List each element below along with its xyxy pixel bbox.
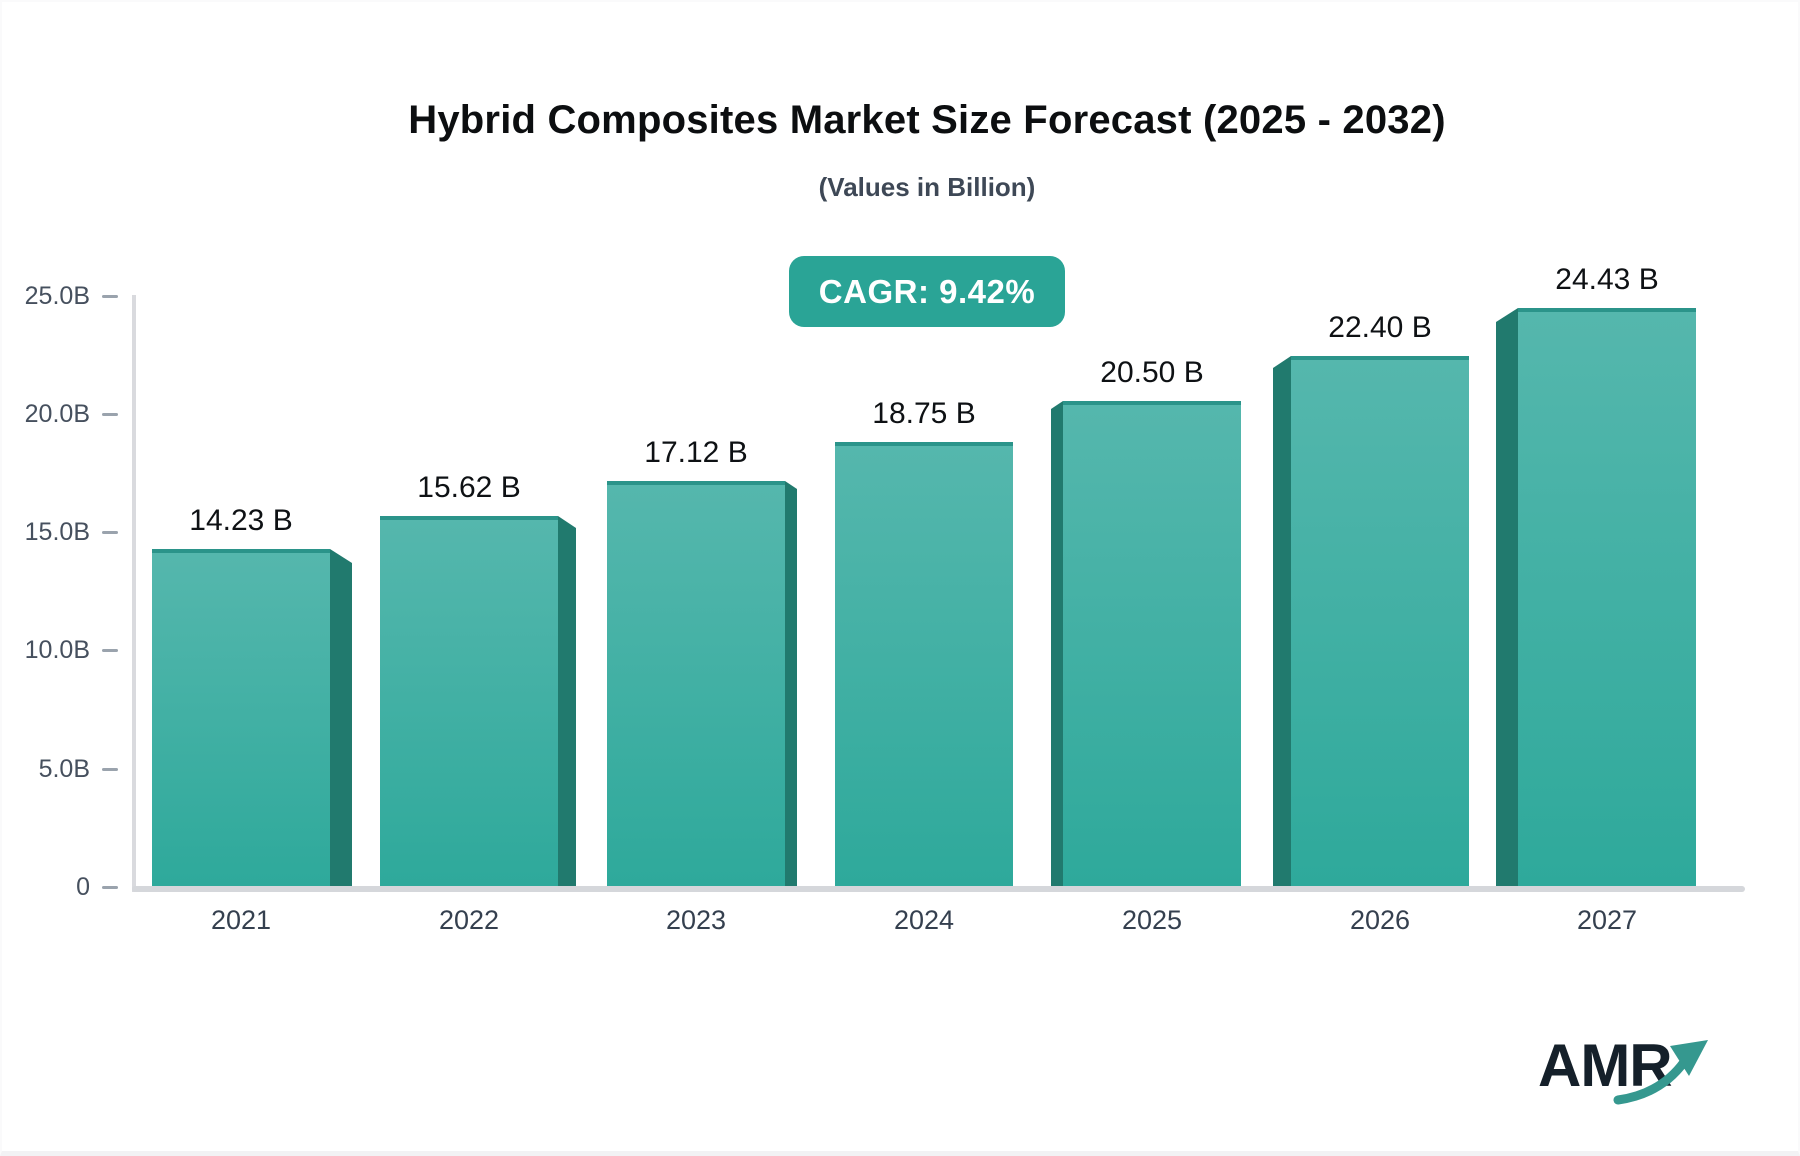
y-axis-tick-label: 0	[76, 873, 90, 901]
y-axis-line	[132, 295, 136, 892]
y-axis-tick-dash	[102, 294, 118, 298]
bar-front	[835, 442, 1013, 886]
amr-logo: AMR	[1538, 1036, 1738, 1116]
x-axis-label: 2021	[210, 905, 272, 935]
y-axis-tick-dash	[102, 412, 118, 416]
bar-value-label: 20.50 B	[1100, 356, 1204, 389]
bar-front	[1063, 401, 1241, 886]
bar-side	[1273, 356, 1291, 886]
bar-value-label: 22.40 B	[1328, 311, 1432, 344]
y-axis-tick-dash	[102, 767, 118, 771]
chart-subtitle: (Values in Billion)	[818, 172, 1036, 202]
y-axis-tick-dash	[102, 649, 118, 653]
x-axis-label: 2025	[1121, 905, 1183, 935]
bar-side	[330, 549, 352, 886]
bar-value-label: 24.43 B	[1555, 263, 1659, 296]
bar-front	[1291, 356, 1469, 886]
bar-front	[152, 549, 330, 886]
cagr-badge: CAGR: 9.42%	[789, 256, 1065, 327]
y-axis-tick-label: 20.0B	[24, 399, 90, 428]
y-axis-tick-label: 15.0B	[24, 518, 90, 547]
bar-value-label: 17.12 B	[644, 436, 748, 469]
x-axis-label: 2026	[1349, 905, 1411, 935]
y-axis-tick-label: 25.0B	[24, 281, 90, 310]
y-axis-tick-dash	[102, 886, 118, 889]
x-axis-label: 2024	[893, 905, 955, 935]
bar-value-label: 15.62 B	[417, 471, 521, 504]
chart-title: Hybrid Composites Market Size Forecast (…	[408, 98, 1446, 142]
bar-value-label: 18.75 B	[872, 397, 976, 430]
x-axis-line	[132, 886, 1745, 892]
bar-side	[785, 481, 797, 886]
bar-front	[380, 516, 558, 886]
growth-arrow-icon	[1612, 1036, 1712, 1113]
bar-front	[1518, 308, 1696, 886]
bar-value-label: 14.23 B	[189, 504, 293, 537]
y-axis-tick-label: 5.0B	[38, 754, 90, 783]
y-axis-tick-dash	[102, 531, 118, 535]
x-axis-label: 2027	[1576, 905, 1638, 935]
y-axis-tick-label: 10.0B	[24, 636, 90, 665]
x-axis-label: 2023	[665, 905, 727, 935]
x-axis-label: 2022	[438, 905, 500, 935]
bar-side	[558, 516, 576, 886]
bar-side	[1051, 401, 1063, 886]
bar-side	[1496, 308, 1518, 886]
bar-front	[607, 481, 785, 886]
